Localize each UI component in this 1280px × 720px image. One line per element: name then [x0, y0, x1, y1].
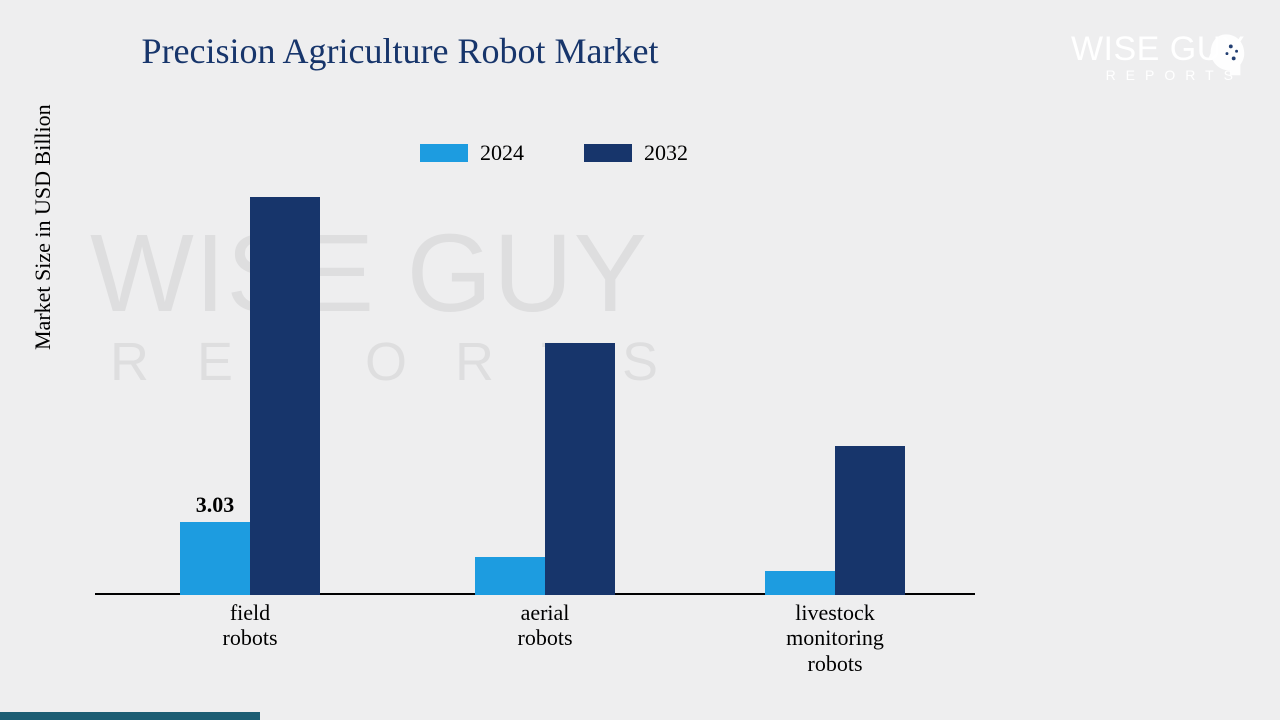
category-label: livestockmonitoringrobots — [735, 600, 935, 676]
chart-title: Precision Agriculture Robot Market — [0, 30, 800, 72]
bar — [835, 446, 905, 595]
legend-item: 2032 — [584, 140, 688, 166]
category-label: fieldrobots — [150, 600, 350, 651]
plot-area: 3.03 — [95, 185, 975, 595]
legend-label: 2032 — [644, 140, 688, 166]
bar — [250, 197, 320, 595]
bar — [180, 522, 250, 595]
bar-value-label: 3.03 — [170, 492, 260, 518]
legend-item: 2024 — [420, 140, 524, 166]
legend-label: 2024 — [480, 140, 524, 166]
legend-swatch — [420, 144, 468, 162]
bar — [545, 343, 615, 595]
bottom-accent-bar — [0, 712, 260, 720]
brand-logo: WISE GUY REPORTS — [995, 30, 1245, 83]
head-icon — [1202, 32, 1250, 80]
bar — [475, 557, 545, 595]
bar — [765, 571, 835, 595]
category-label: aerialrobots — [445, 600, 645, 651]
chart-stage: WISE GUY REPORTS Precision Agriculture R… — [0, 0, 1280, 720]
legend-swatch — [584, 144, 632, 162]
legend: 2024 2032 — [420, 140, 688, 166]
y-axis-label: Market Size in USD Billion — [30, 104, 56, 350]
